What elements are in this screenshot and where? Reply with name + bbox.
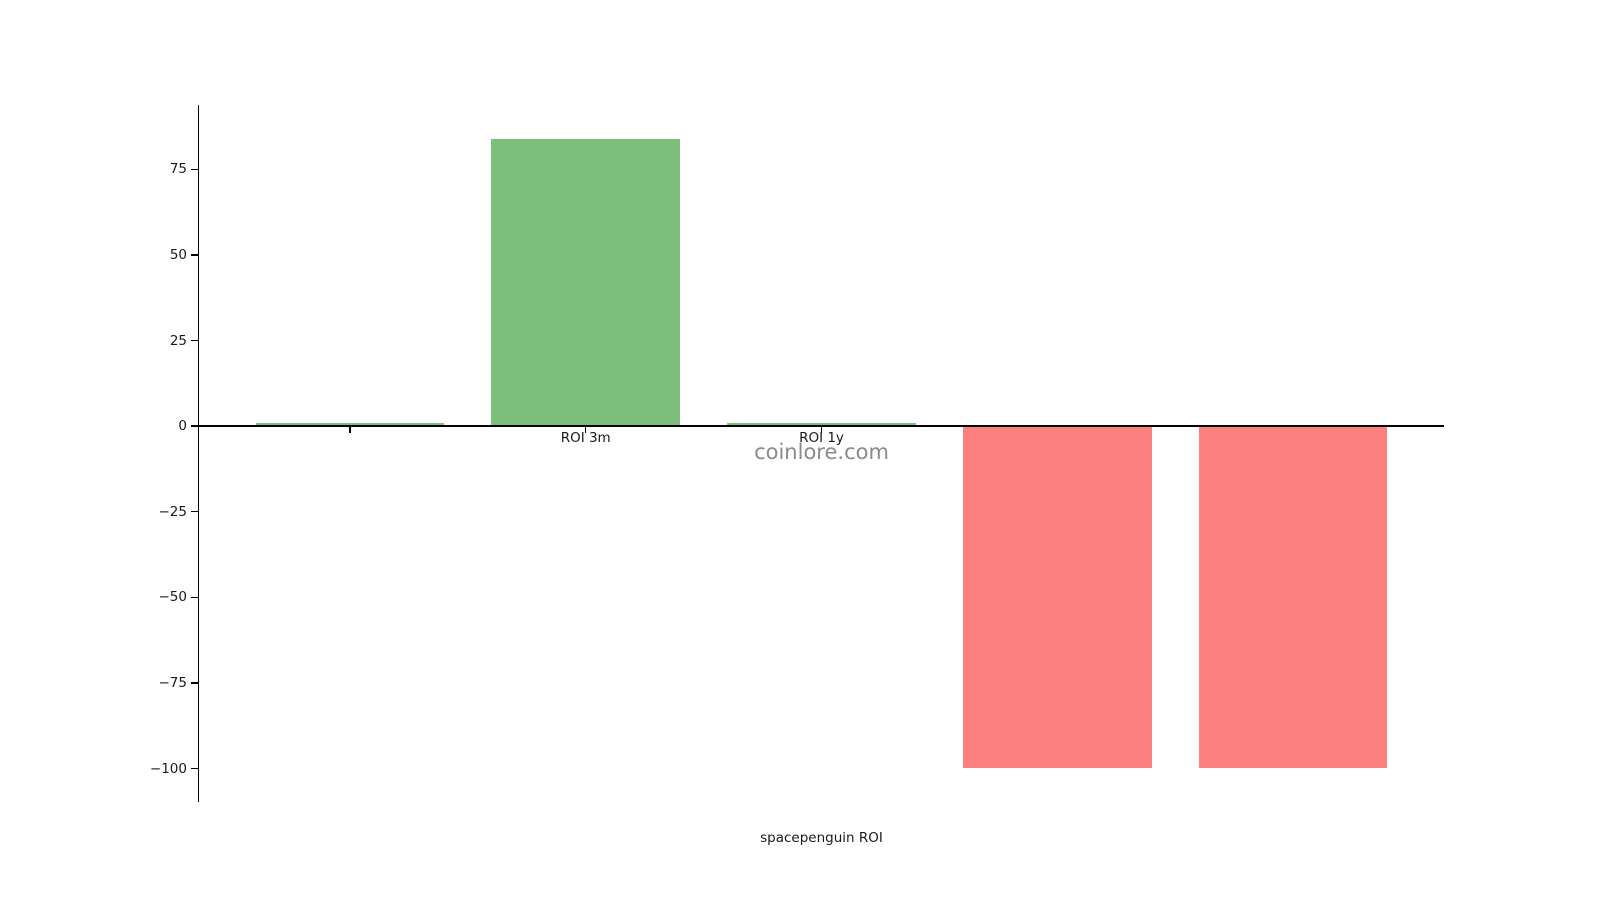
x-tick-mark [349,426,351,433]
y-tick-mark [190,510,198,513]
bar-roi-3m [491,138,680,427]
bar-unlabeled-0 [255,422,445,427]
y-tick-label: −50 [158,589,188,606]
y-tick-label: 75 [169,161,187,178]
bar-roi-1y [727,422,916,427]
x-tick-label: ROI 1y [799,429,844,446]
bar-unlabeled-4 [1198,426,1388,769]
x-tick-mark [820,426,823,433]
y-tick-label: −75 [158,674,188,691]
bar-unlabeled-3 [962,426,1152,769]
y-tick-label: 25 [169,332,187,349]
watermark: coinlore.com [754,440,889,464]
y-tick-mark [190,425,198,427]
y-tick-mark [190,339,198,342]
y-tick-label: −100 [149,760,187,777]
y-tick-label: 0 [178,418,187,435]
y-tick-mark [190,254,198,256]
x-tick-mark [584,426,587,433]
y-tick-mark [190,767,198,770]
y-tick-label: 50 [169,246,187,263]
x-tick-label: ROI 3m [560,429,611,446]
y-axis-spine [197,105,199,802]
y-tick-label: −25 [158,503,188,520]
y-tick-mark [190,682,198,684]
y-tick-mark [190,596,198,599]
y-tick-mark [190,168,198,171]
x-axis-label: spacepenguin ROI [760,830,883,846]
x-axis-line [199,425,1444,427]
